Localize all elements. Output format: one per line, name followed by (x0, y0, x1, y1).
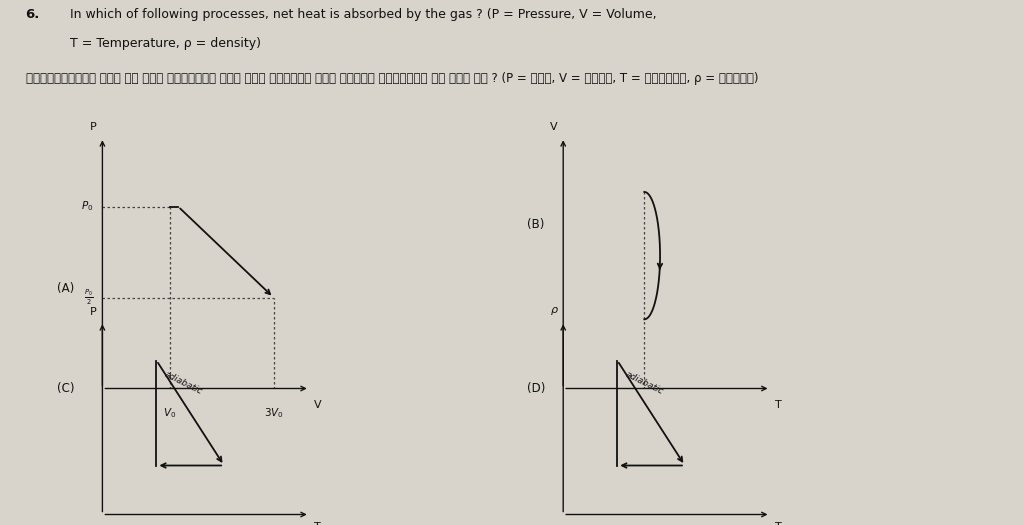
Text: $\rho$: $\rho$ (550, 305, 559, 317)
Text: T: T (775, 522, 781, 525)
Text: V: V (550, 122, 558, 132)
Text: $\frac{P_0}{2}$: $\frac{P_0}{2}$ (84, 288, 93, 307)
Text: $P_0$: $P_0$ (81, 200, 93, 213)
Text: $3V_0$: $3V_0$ (264, 407, 284, 421)
Text: T = Temperature, ρ = density): T = Temperature, ρ = density) (70, 37, 261, 50)
Text: (A): (A) (57, 282, 75, 295)
Text: In which of following processes, net heat is absorbed by the gas ? (P = Pressure: In which of following processes, net hea… (70, 8, 656, 21)
Text: V: V (314, 400, 322, 410)
Text: (D): (D) (527, 382, 546, 395)
Text: T: T (775, 400, 781, 410)
Text: P: P (90, 307, 96, 317)
Text: T: T (314, 522, 321, 525)
Text: P: P (90, 122, 96, 132)
Text: निम्नलिखित में से किस प्रक्रम में गैस द्वारा कुल ऊष्मा अवशोषित की गयी है ? (P = : निम्नलिखित में से किस प्रक्रम में गैस द्… (26, 72, 758, 86)
Text: (B): (B) (527, 218, 545, 231)
Text: 6.: 6. (26, 8, 40, 21)
Text: adiabatic: adiabatic (624, 370, 665, 396)
Text: $V_0$: $V_0$ (164, 407, 176, 421)
Text: (C): (C) (57, 382, 75, 395)
Text: adiabatic: adiabatic (163, 370, 204, 396)
